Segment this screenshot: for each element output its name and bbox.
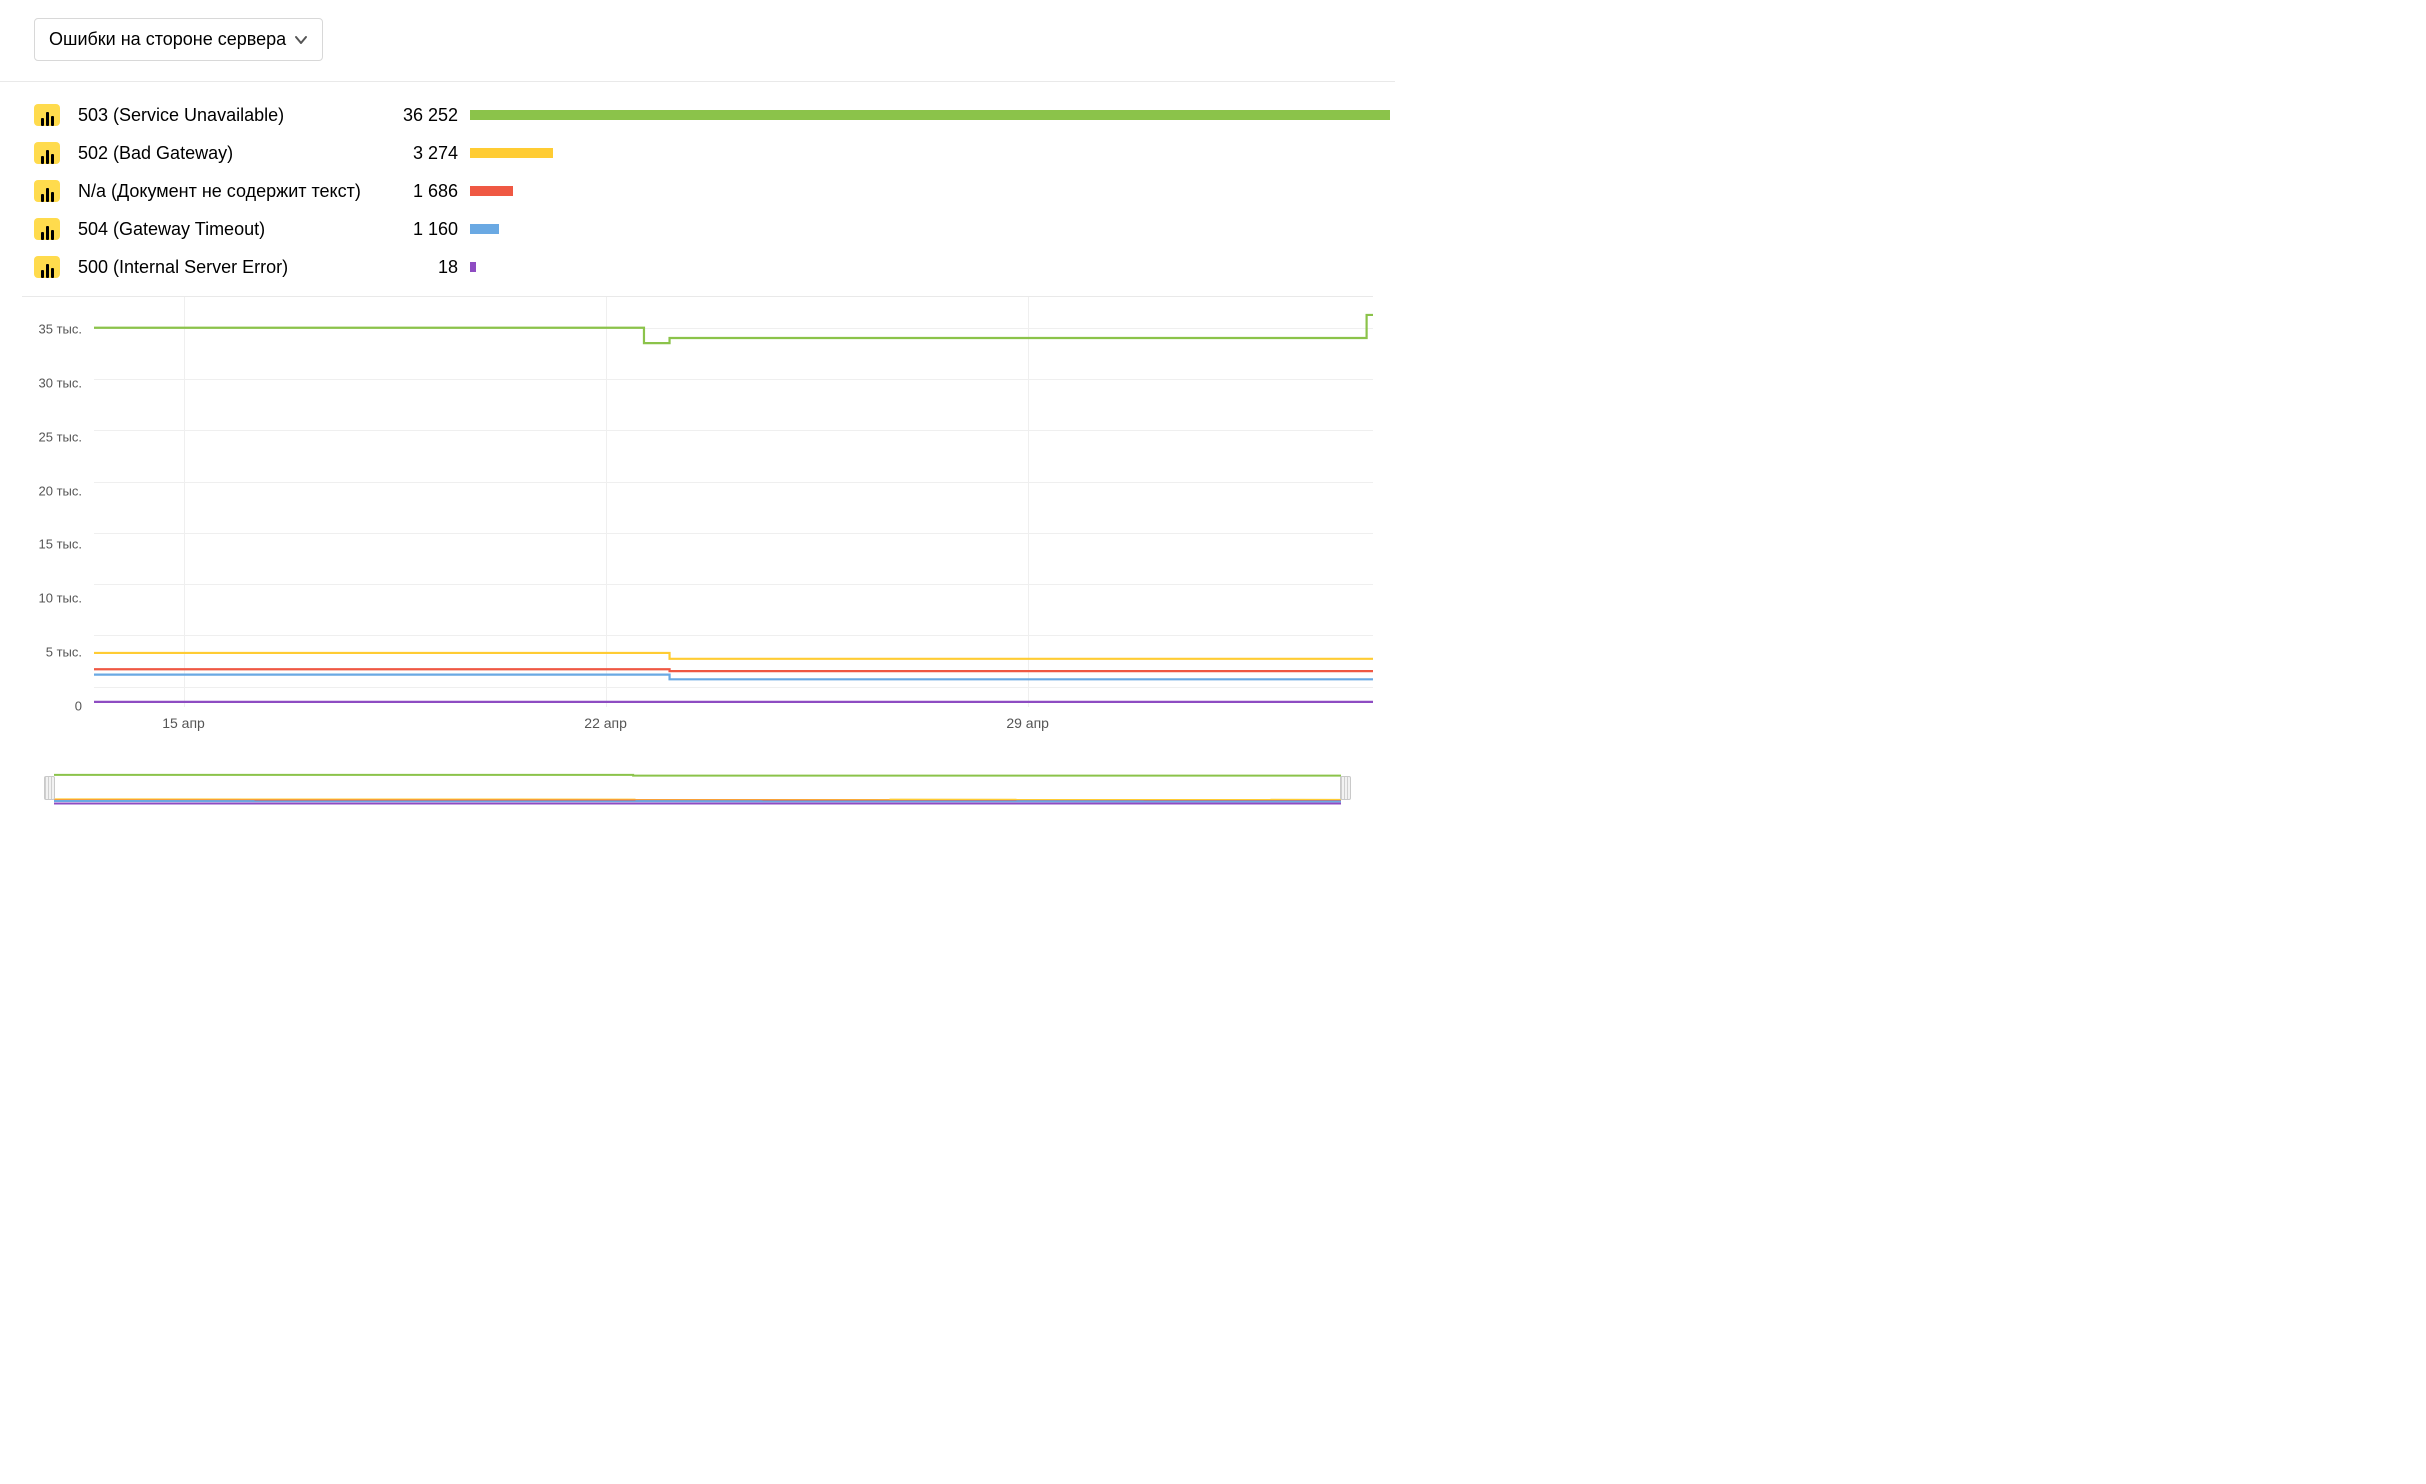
gridline xyxy=(94,482,1373,483)
series-502 xyxy=(94,653,1373,659)
legend-bar xyxy=(470,186,513,196)
page: Ошибки на стороне сервера 503 (Service U… xyxy=(0,0,1395,835)
overview-handle-left[interactable] xyxy=(44,776,55,800)
gridline xyxy=(94,635,1373,636)
legend-row-503[interactable]: 503 (Service Unavailable)36 252 xyxy=(34,96,1395,134)
x-axis-label: 22 апр xyxy=(584,715,627,731)
vgridline xyxy=(184,297,185,707)
timeseries-chart: 15 апр22 апр29 апр 0 5 тыс. 10 тыс. 15 тыс.… xyxy=(22,296,1373,727)
legend-label: 504 (Gateway Timeout) xyxy=(60,219,388,240)
legend-label: N/a (Документ не содержит текст) xyxy=(60,181,388,202)
overview-handle-right[interactable] xyxy=(1340,776,1351,800)
legend-bar-track xyxy=(470,110,1395,120)
legend-bar xyxy=(470,148,553,158)
gridline xyxy=(94,430,1373,431)
overview-scrubber[interactable] xyxy=(44,771,1351,805)
y-axis-label: 0 xyxy=(22,698,82,713)
legend-value: 18 xyxy=(388,257,470,278)
legend-value: 1 686 xyxy=(388,181,470,202)
series-na xyxy=(94,669,1373,671)
vgridline xyxy=(1028,297,1029,707)
chart-icon[interactable] xyxy=(34,256,60,278)
y-axis-label: 30 тыс. xyxy=(22,376,82,391)
chart-icon[interactable] xyxy=(34,180,60,202)
legend-bar-track xyxy=(470,148,1395,158)
plot-area: 15 апр22 апр29 апр xyxy=(94,297,1373,707)
legend-row-500[interactable]: 500 (Internal Server Error)18 xyxy=(34,248,1395,286)
series-503 xyxy=(94,315,1373,343)
series-504 xyxy=(94,675,1373,680)
legend-label: 500 (Internal Server Error) xyxy=(60,257,388,278)
overview-plot xyxy=(54,771,1341,805)
toolbar: Ошибки на стороне сервера xyxy=(0,18,1395,61)
legend-bar-track xyxy=(470,186,1395,196)
y-axis-label: 25 тыс. xyxy=(22,429,82,444)
y-axis-label: 35 тыс. xyxy=(22,322,82,337)
chart-icon[interactable] xyxy=(34,142,60,164)
legend-row-502[interactable]: 502 (Bad Gateway)3 274 xyxy=(34,134,1395,172)
chart-icon[interactable] xyxy=(34,218,60,240)
y-axis-label: 10 тыс. xyxy=(22,591,82,606)
chevron-down-icon xyxy=(294,33,308,47)
legend-label: 503 (Service Unavailable) xyxy=(60,105,388,126)
gridline xyxy=(94,687,1373,688)
legend-bar xyxy=(470,110,1390,120)
gridline xyxy=(94,328,1373,329)
divider xyxy=(0,81,1395,82)
y-axis-label: 15 тыс. xyxy=(22,537,82,552)
legend-value: 36 252 xyxy=(388,105,470,126)
error-scope-dropdown[interactable]: Ошибки на стороне сервера xyxy=(34,18,323,61)
legend-value: 3 274 xyxy=(388,143,470,164)
gridline xyxy=(94,533,1373,534)
series-svg xyxy=(94,297,1373,707)
legend-value: 1 160 xyxy=(388,219,470,240)
gridline xyxy=(94,584,1373,585)
legend-row-na[interactable]: N/a (Документ не содержит текст)1 686 xyxy=(34,172,1395,210)
chart-container: 15 апр22 апр29 апр 05 тыс.10 тыс.15 тыс.… xyxy=(0,286,1395,805)
x-axis-label: 29 апр xyxy=(1006,715,1049,731)
vgridline xyxy=(606,297,607,707)
legend-row-504[interactable]: 504 (Gateway Timeout)1 160 xyxy=(34,210,1395,248)
overview-series-503 xyxy=(54,775,1341,776)
y-axis-label: 5 тыс. xyxy=(22,644,82,659)
y-axis-label: 20 тыс. xyxy=(22,483,82,498)
legend-bar xyxy=(470,262,476,272)
overview-svg xyxy=(54,771,1341,805)
legend-label: 502 (Bad Gateway) xyxy=(60,143,388,164)
x-axis-label: 15 апр xyxy=(162,715,205,731)
gridline xyxy=(94,379,1373,380)
legend-bar-track xyxy=(470,262,1395,272)
legend-bar-track xyxy=(470,224,1395,234)
legend-bar xyxy=(470,224,499,234)
chart-icon[interactable] xyxy=(34,104,60,126)
legend-bar-chart: 503 (Service Unavailable)36 252502 (Bad … xyxy=(0,96,1395,286)
dropdown-label: Ошибки на стороне сервера xyxy=(49,29,286,50)
